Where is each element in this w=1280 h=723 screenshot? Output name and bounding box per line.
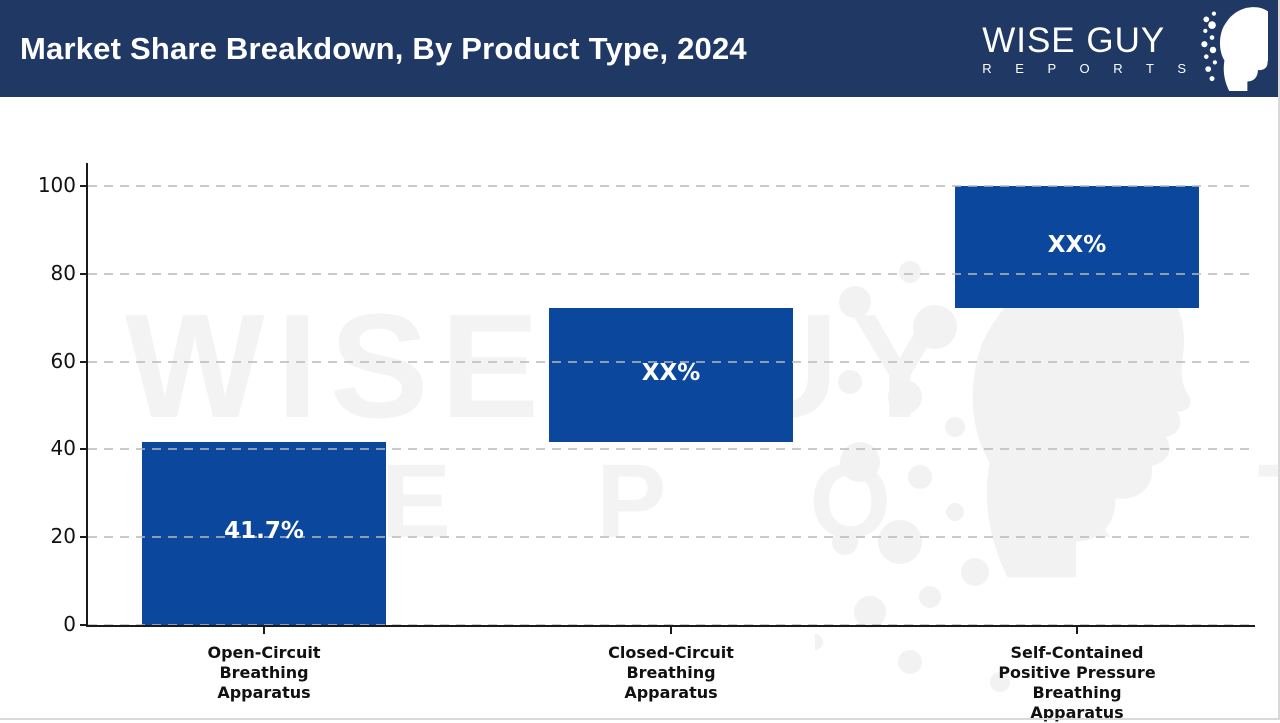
gridline (88, 536, 1255, 539)
bar-value-label: XX% (641, 359, 701, 386)
y-axis-tick-label: 100 (37, 173, 76, 197)
logo-wiseguy-text: WISE GUY (982, 21, 1166, 60)
y-axis-tick-label: 20 (50, 524, 76, 549)
x-axis-tick (263, 627, 265, 634)
x-axis-category-line: Apparatus (624, 683, 718, 702)
wiseguy-head-icon (1201, 7, 1268, 92)
x-axis-category-line: Closed-Circuit (608, 643, 734, 662)
x-axis-category-label: Closed-Circuit Breathing Apparatus (511, 643, 831, 703)
logo-reports-text: R E P O R T S (982, 61, 1196, 76)
wiseguy-logo: WISE GUY R E P O R T S (982, 6, 1268, 92)
logo-text: WISE GUY R E P O R T S (982, 21, 1196, 77)
y-axis-line (86, 163, 88, 627)
x-axis-line (86, 625, 1255, 627)
y-axis-tick (80, 272, 88, 275)
x-axis-category-line: Self-Contained (1010, 643, 1144, 662)
gridline (88, 272, 1255, 275)
y-axis-tick (80, 624, 88, 626)
y-axis-tick (80, 185, 88, 187)
gridline (88, 185, 1255, 187)
x-axis-tick (670, 627, 672, 634)
x-axis-category-line: Open-Circuit (207, 643, 321, 662)
x-axis-category-label: Open-Circuit Breathing Apparatus (104, 643, 424, 703)
y-axis-tick (80, 360, 88, 363)
bar-segment (955, 186, 1199, 309)
gridline (88, 448, 1255, 451)
x-axis-category-line: Breathing (626, 663, 716, 682)
x-axis-category-line: Positive Pressure (998, 663, 1156, 682)
y-axis-tick-label: 0 (63, 612, 76, 636)
x-axis-category-line: Apparatus (1030, 703, 1124, 722)
header: Market Share Breakdown, By Product Type,… (0, 0, 1280, 97)
y-axis-tick-label: 60 (50, 348, 76, 373)
bar-value-label: XX% (1047, 232, 1107, 259)
y-axis-tick (80, 536, 88, 539)
y-axis-tick-label: 40 (50, 436, 76, 461)
x-axis-tick (1076, 627, 1078, 634)
gridline (88, 360, 1255, 363)
y-axis-tick-label: 80 (50, 260, 76, 285)
bar-segment (549, 308, 793, 442)
x-axis-category-line: Breathing (219, 663, 309, 682)
x-axis-category-line: Breathing (1032, 683, 1122, 702)
page-title: Market Share Breakdown, By Product Type,… (20, 30, 747, 66)
y-axis-tick (80, 448, 88, 451)
watermark-line1: WISE GUY (125, 284, 962, 449)
x-axis-category-label: Self-Contained Positive Pressure Breathing… (917, 643, 1237, 723)
bar-segment (142, 441, 386, 625)
bar-value-label: 41.7% (224, 518, 304, 545)
x-axis-category-line: Apparatus (217, 683, 311, 702)
